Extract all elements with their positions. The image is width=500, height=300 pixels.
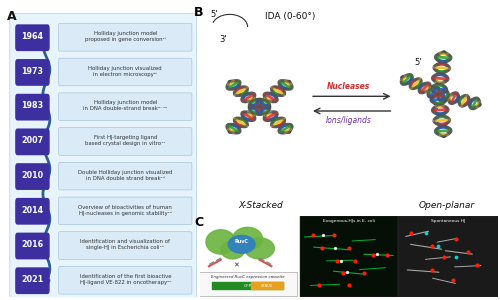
Text: Spontaneous HJ: Spontaneous HJ xyxy=(432,219,466,223)
Ellipse shape xyxy=(228,236,255,253)
Point xyxy=(422,231,430,236)
FancyBboxPatch shape xyxy=(15,128,50,155)
Point xyxy=(350,258,358,263)
Point xyxy=(428,244,436,248)
FancyBboxPatch shape xyxy=(15,267,50,294)
Text: Identification and visualization of
single-HJ in Escherichia coli¹⁸: Identification and visualization of sing… xyxy=(80,239,170,250)
Text: ✕: ✕ xyxy=(233,262,238,268)
Point xyxy=(368,253,376,257)
FancyBboxPatch shape xyxy=(15,94,50,121)
Bar xyxy=(212,282,284,289)
FancyBboxPatch shape xyxy=(300,216,398,297)
Text: 1983: 1983 xyxy=(22,101,44,110)
Text: 2014: 2014 xyxy=(22,206,44,214)
FancyBboxPatch shape xyxy=(58,23,192,51)
Text: IDA (0-60°): IDA (0-60°) xyxy=(266,12,316,21)
Text: Holliday junction model
in DNA double-strand break⁹⁻¹⁰: Holliday junction model in DNA double-st… xyxy=(83,100,168,112)
Text: 1973: 1973 xyxy=(22,67,44,76)
Point xyxy=(407,231,415,236)
Text: Open-planar: Open-planar xyxy=(419,201,475,210)
Point xyxy=(338,258,345,263)
Text: Identification of the first bioactive
HJ-ligand VE-822 in oncotherapy²⁰: Identification of the first bioactive HJ… xyxy=(80,274,171,285)
FancyBboxPatch shape xyxy=(398,216,499,297)
Text: 3': 3' xyxy=(432,104,440,113)
Bar xyxy=(250,282,284,289)
Text: C: C xyxy=(194,216,203,229)
Point xyxy=(339,270,347,275)
FancyBboxPatch shape xyxy=(58,128,192,155)
Text: VENUS: VENUS xyxy=(261,284,273,288)
Text: First HJ-targeting ligand
based crystal design in vitro¹⁷: First HJ-targeting ligand based crystal … xyxy=(85,135,166,146)
Text: Double Holliday junction visualized
in DNA double strand break¹⁵: Double Holliday junction visualized in D… xyxy=(78,170,172,181)
Text: 2010: 2010 xyxy=(22,171,44,180)
Text: Overview of bioactivities of human
HJ-nucleases in genomic stability¹⁸: Overview of bioactivities of human HJ-nu… xyxy=(78,205,172,216)
FancyBboxPatch shape xyxy=(58,232,192,260)
Point xyxy=(330,233,338,238)
Point xyxy=(384,253,392,257)
Text: Exogenous-HJs in E. coli: Exogenous-HJs in E. coli xyxy=(323,219,375,223)
Text: 2016: 2016 xyxy=(22,240,44,249)
FancyBboxPatch shape xyxy=(58,93,192,121)
Text: Ions/ligands: Ions/ligands xyxy=(326,116,372,125)
Text: 5': 5' xyxy=(210,10,218,19)
FancyBboxPatch shape xyxy=(15,163,50,190)
FancyBboxPatch shape xyxy=(58,162,192,190)
Text: Engineered RuvC expression cassette: Engineered RuvC expression cassette xyxy=(210,275,284,279)
Ellipse shape xyxy=(221,241,244,259)
Point xyxy=(440,255,448,260)
Point xyxy=(332,245,340,250)
FancyBboxPatch shape xyxy=(15,232,50,260)
FancyBboxPatch shape xyxy=(15,24,50,51)
Point xyxy=(320,233,328,238)
Point xyxy=(344,269,351,274)
Text: 1964: 1964 xyxy=(22,32,44,41)
Point xyxy=(452,237,460,242)
Point xyxy=(464,249,472,254)
Point xyxy=(428,268,436,273)
Point xyxy=(345,283,353,287)
FancyBboxPatch shape xyxy=(10,13,196,300)
Text: 2007: 2007 xyxy=(22,136,44,145)
Text: Holliday junction model
proposed in gene conversion²ⁱ: Holliday junction model proposed in gene… xyxy=(85,31,166,42)
Point xyxy=(449,278,457,282)
Point xyxy=(472,263,480,268)
FancyBboxPatch shape xyxy=(58,197,192,225)
Ellipse shape xyxy=(232,227,262,250)
FancyBboxPatch shape xyxy=(58,266,192,294)
FancyBboxPatch shape xyxy=(58,58,192,86)
FancyBboxPatch shape xyxy=(15,59,50,86)
Text: 3': 3' xyxy=(220,35,227,44)
Point xyxy=(333,258,341,263)
Point xyxy=(360,270,368,275)
Text: GFP: GFP xyxy=(244,284,252,288)
Point xyxy=(315,283,323,287)
Text: B: B xyxy=(194,6,203,19)
Point xyxy=(318,246,326,251)
Text: Nucleases: Nucleases xyxy=(327,82,370,91)
Text: Holliday junction visualized
in electron microscopy³ⁱ: Holliday junction visualized in electron… xyxy=(88,66,162,77)
FancyBboxPatch shape xyxy=(198,272,296,296)
Point xyxy=(373,252,381,256)
FancyBboxPatch shape xyxy=(15,198,50,225)
Point xyxy=(434,244,442,248)
Point xyxy=(452,255,460,260)
Point xyxy=(345,246,353,251)
Ellipse shape xyxy=(244,238,274,259)
Text: X-Stacked: X-Stacked xyxy=(238,201,284,210)
Text: A: A xyxy=(7,11,16,23)
Text: 5': 5' xyxy=(414,58,422,67)
Text: 2021: 2021 xyxy=(22,275,44,284)
Ellipse shape xyxy=(206,230,236,254)
Point xyxy=(309,233,317,238)
Text: RuvC: RuvC xyxy=(234,239,248,244)
